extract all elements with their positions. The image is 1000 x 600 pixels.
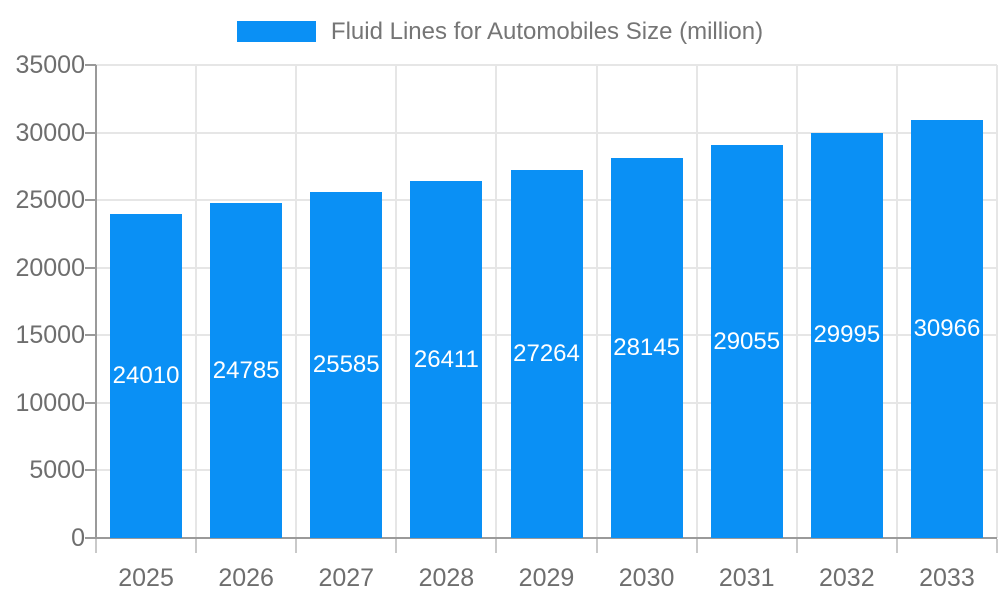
y-axis-tick-label: 30000 xyxy=(15,118,85,147)
bar-value-label: 24785 xyxy=(212,356,280,384)
x-axis-tick xyxy=(195,539,198,553)
x-axis-tick xyxy=(295,539,298,553)
y-axis-tick xyxy=(85,64,96,66)
bar-value-label: 27264 xyxy=(513,339,580,367)
y-axis-tick-label: 25000 xyxy=(15,186,85,215)
y-axis-tick-label: 5000 xyxy=(29,456,85,485)
bar[interactable]: 27264 xyxy=(510,169,583,538)
x-axis-tick xyxy=(795,539,798,553)
bar[interactable]: 25585 xyxy=(310,192,383,538)
x-axis-tick xyxy=(495,539,498,553)
bar[interactable]: 24785 xyxy=(210,203,283,538)
y-axis-tick-label: 10000 xyxy=(15,388,85,417)
x-axis-baseline xyxy=(85,537,997,539)
y-axis-tick xyxy=(85,131,96,134)
bar[interactable]: 28145 xyxy=(610,157,683,538)
bar-value-label: 24010 xyxy=(112,361,180,389)
bar-value-label: 29055 xyxy=(713,327,781,355)
x-axis-tick xyxy=(595,539,598,553)
bar[interactable]: 29995 xyxy=(810,132,883,538)
x-axis-tick-label: 2026 xyxy=(218,564,274,592)
y-axis-line xyxy=(95,65,97,538)
x-axis-tick-label: 2025 xyxy=(118,564,174,592)
x-axis-tick-label: 2029 xyxy=(518,564,575,592)
v-gridline xyxy=(795,65,798,538)
legend-label: Fluid Lines for Automobiles Size (millio… xyxy=(330,18,764,45)
x-axis-tick xyxy=(695,539,698,553)
bar[interactable]: 24010 xyxy=(110,213,183,538)
bar-value-label: 30966 xyxy=(913,314,981,342)
bar[interactable]: 30966 xyxy=(910,119,983,538)
x-axis-tick-label: 2028 xyxy=(418,564,475,592)
legend: Fluid Lines for Automobiles Size (millio… xyxy=(0,18,1000,45)
x-axis-tick xyxy=(95,539,97,553)
x-axis-tick xyxy=(895,539,898,553)
y-axis-tick xyxy=(85,401,96,404)
y-axis-tick xyxy=(85,266,96,269)
h-gridline xyxy=(96,131,997,134)
v-gridline xyxy=(495,65,498,538)
y-axis-tick xyxy=(85,199,96,202)
v-gridline xyxy=(195,65,198,538)
bar-value-label: 25585 xyxy=(312,351,380,379)
v-gridline xyxy=(595,65,598,538)
x-axis-tick xyxy=(996,539,998,553)
bar-value-label: 28145 xyxy=(613,333,680,361)
v-gridline xyxy=(695,65,698,538)
y-axis-tick-label: 20000 xyxy=(15,253,85,282)
x-axis-tick-label: 2032 xyxy=(819,564,875,592)
x-axis-tick-label: 2027 xyxy=(318,564,375,592)
h-gridline xyxy=(96,64,997,66)
v-gridline xyxy=(895,65,898,538)
x-axis-tick-label: 2030 xyxy=(618,564,675,592)
bar[interactable]: 26411 xyxy=(410,181,483,538)
y-axis-tick xyxy=(85,469,96,472)
y-axis-tick-label: 35000 xyxy=(15,51,85,79)
bar[interactable]: 29055 xyxy=(710,145,783,538)
bar-value-label: 26411 xyxy=(413,345,479,373)
bar-value-label: 29995 xyxy=(813,321,881,349)
legend-swatch xyxy=(236,21,316,42)
y-axis-tick-label: 0 xyxy=(71,524,85,552)
v-gridline xyxy=(395,65,398,538)
plot-area: 24010 24785 25585 26411 27264 28145 29055 29995… xyxy=(85,64,998,553)
y-axis-tick xyxy=(85,334,96,337)
x-axis-tick-label: 2031 xyxy=(718,564,775,592)
x-axis-tick-label: 2033 xyxy=(919,564,975,592)
v-gridline xyxy=(996,65,998,538)
v-gridline xyxy=(295,65,298,538)
y-axis-tick-label: 15000 xyxy=(15,321,85,350)
x-axis-tick xyxy=(395,539,398,553)
